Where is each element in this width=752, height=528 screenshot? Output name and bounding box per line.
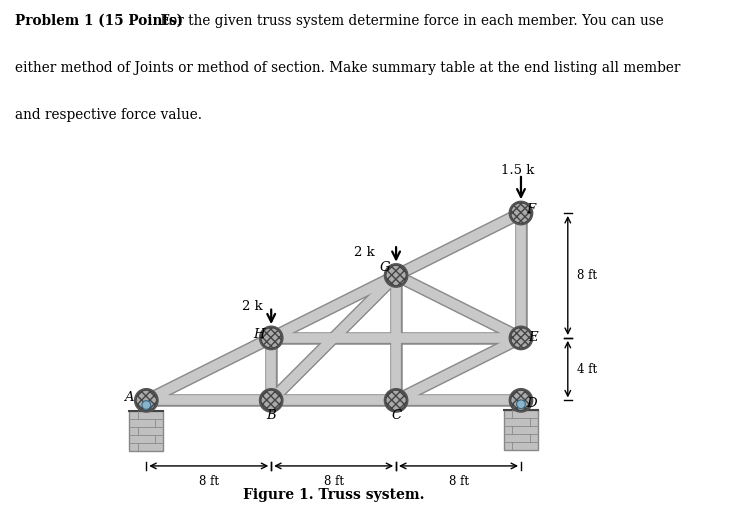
Circle shape xyxy=(259,389,283,412)
Text: and respective force value.: and respective force value. xyxy=(15,108,202,122)
Text: 8 ft: 8 ft xyxy=(199,475,219,487)
Circle shape xyxy=(135,389,158,412)
Circle shape xyxy=(386,266,406,286)
Bar xyxy=(504,410,538,450)
Circle shape xyxy=(261,328,281,348)
Text: G: G xyxy=(380,261,390,274)
Circle shape xyxy=(259,326,283,350)
Text: D: D xyxy=(526,397,537,410)
Text: B: B xyxy=(266,410,276,422)
Text: 8 ft: 8 ft xyxy=(448,475,468,487)
Text: either method of Joints or method of section. Make summary table at the end list: either method of Joints or method of sec… xyxy=(15,61,681,75)
Text: 2 k: 2 k xyxy=(242,300,263,313)
Text: For the given truss system determine force in each member. You can use: For the given truss system determine for… xyxy=(156,14,663,27)
Bar xyxy=(129,410,163,451)
Text: Figure 1. Truss system.: Figure 1. Truss system. xyxy=(243,488,424,502)
Text: E: E xyxy=(529,332,538,344)
Circle shape xyxy=(509,326,532,350)
Text: 8 ft: 8 ft xyxy=(578,269,597,282)
Circle shape xyxy=(142,401,150,409)
Text: 1.5 k: 1.5 k xyxy=(501,164,535,176)
Text: Problem 1 (15 Points): Problem 1 (15 Points) xyxy=(15,14,183,27)
Text: 2 k: 2 k xyxy=(354,246,375,259)
Circle shape xyxy=(384,389,408,412)
Text: H: H xyxy=(253,328,265,341)
Circle shape xyxy=(136,390,156,410)
Circle shape xyxy=(511,203,531,223)
Circle shape xyxy=(511,390,531,410)
Circle shape xyxy=(517,400,526,409)
Circle shape xyxy=(261,390,281,410)
Text: F: F xyxy=(526,203,535,216)
Circle shape xyxy=(511,328,531,348)
Text: 8 ft: 8 ft xyxy=(323,475,344,487)
Circle shape xyxy=(386,390,406,410)
Circle shape xyxy=(509,201,532,225)
Text: A: A xyxy=(124,391,134,404)
Text: C: C xyxy=(391,410,401,422)
Circle shape xyxy=(384,264,408,287)
Text: 4 ft: 4 ft xyxy=(578,363,597,375)
Circle shape xyxy=(509,389,532,412)
